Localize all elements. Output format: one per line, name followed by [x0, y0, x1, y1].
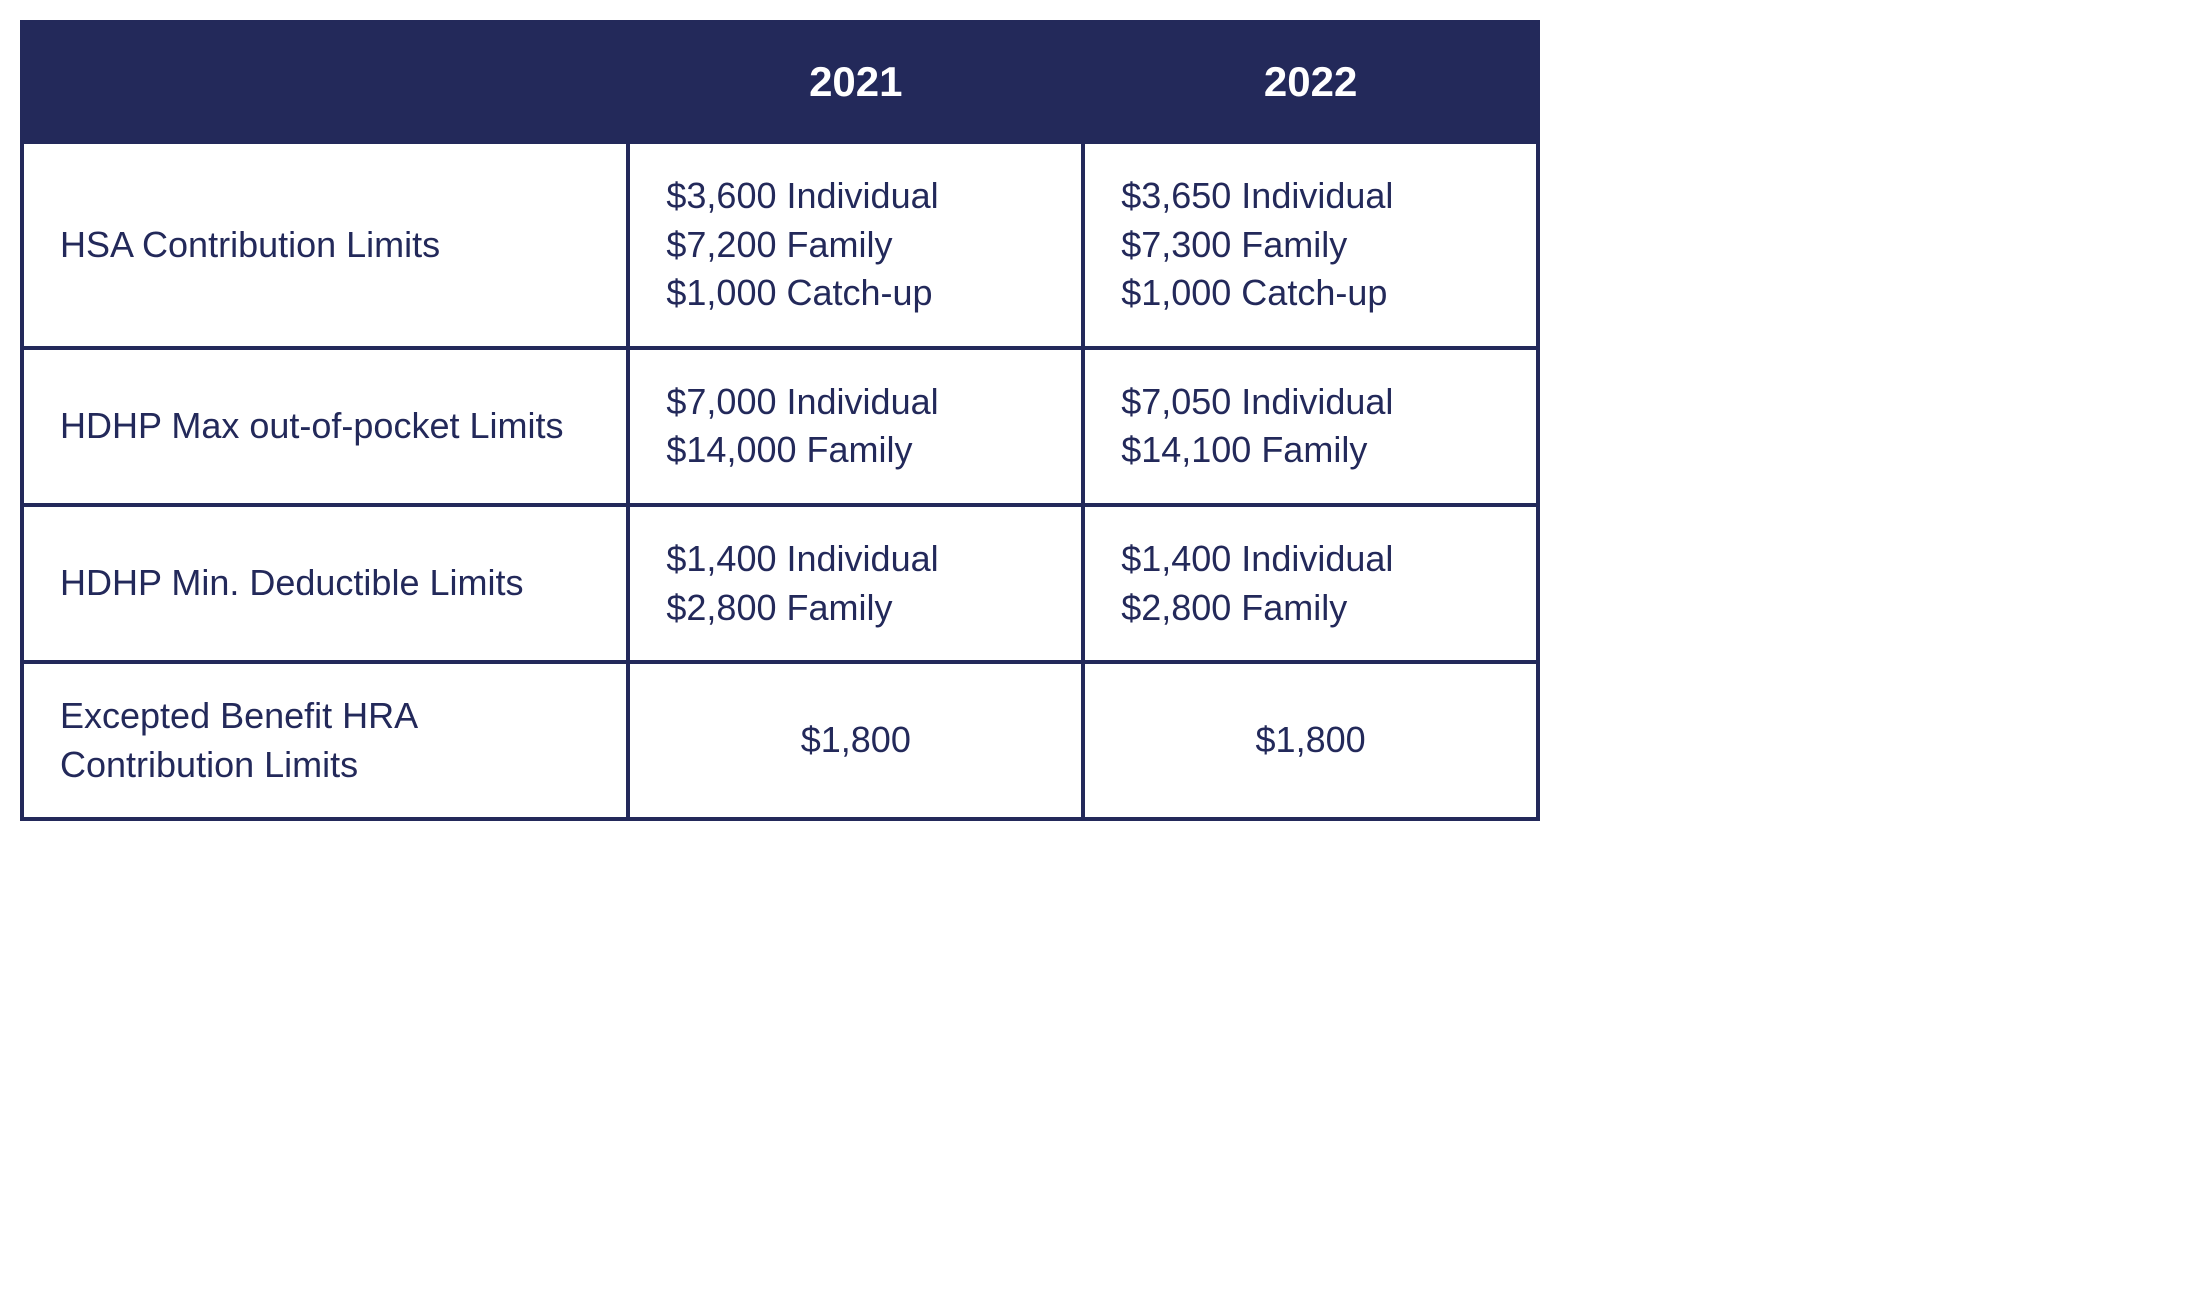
value-line: $2,800 Family	[666, 584, 1045, 633]
row-value: $1,400 Individual$2,800 Family	[628, 505, 1083, 662]
value-line: $2,800 Family	[1121, 584, 1500, 633]
value-line: $14,100 Family	[1121, 426, 1500, 475]
row-value: $1,800	[1083, 662, 1538, 819]
value-line: $7,200 Family	[666, 221, 1045, 270]
value-line: $7,000 Individual	[666, 378, 1045, 427]
value-line: $14,000 Family	[666, 426, 1045, 475]
value-line: $3,650 Individual	[1121, 172, 1500, 221]
value-line: $1,800	[666, 716, 1045, 765]
table-header-row: 2021 2022	[22, 22, 1538, 142]
row-value: $1,400 Individual$2,800 Family	[1083, 505, 1538, 662]
limits-table: 2021 2022 HSA Contribution Limits$3,600 …	[20, 20, 1540, 821]
value-line: $1,400 Individual	[666, 535, 1045, 584]
table-row: Excepted Benefit HRA Contribution Limits…	[22, 662, 1538, 819]
row-value: $1,800	[628, 662, 1083, 819]
value-line: $1,400 Individual	[1121, 535, 1500, 584]
value-line: $3,600 Individual	[666, 172, 1045, 221]
table-body: HSA Contribution Limits$3,600 Individual…	[22, 142, 1538, 819]
row-value: $3,600 Individual$7,200 Family$1,000 Cat…	[628, 142, 1083, 348]
row-value: $7,000 Individual$14,000 Family	[628, 348, 1083, 505]
row-label: HDHP Max out-of-pocket Limits	[22, 348, 628, 505]
header-blank	[22, 22, 628, 142]
value-line: $7,300 Family	[1121, 221, 1500, 270]
row-label: Excepted Benefit HRA Contribution Limits	[22, 662, 628, 819]
row-value: $7,050 Individual$14,100 Family	[1083, 348, 1538, 505]
value-line: $1,000 Catch-up	[666, 269, 1045, 318]
table-row: HSA Contribution Limits$3,600 Individual…	[22, 142, 1538, 348]
table-row: HDHP Max out-of-pocket Limits$7,000 Indi…	[22, 348, 1538, 505]
row-label: HDHP Min. Deductible Limits	[22, 505, 628, 662]
value-line: $1,000 Catch-up	[1121, 269, 1500, 318]
table-row: HDHP Min. Deductible Limits$1,400 Indivi…	[22, 505, 1538, 662]
row-label: HSA Contribution Limits	[22, 142, 628, 348]
row-value: $3,650 Individual$7,300 Family$1,000 Cat…	[1083, 142, 1538, 348]
header-year-1: 2021	[628, 22, 1083, 142]
value-line: $1,800	[1121, 716, 1500, 765]
header-year-2: 2022	[1083, 22, 1538, 142]
value-line: $7,050 Individual	[1121, 378, 1500, 427]
